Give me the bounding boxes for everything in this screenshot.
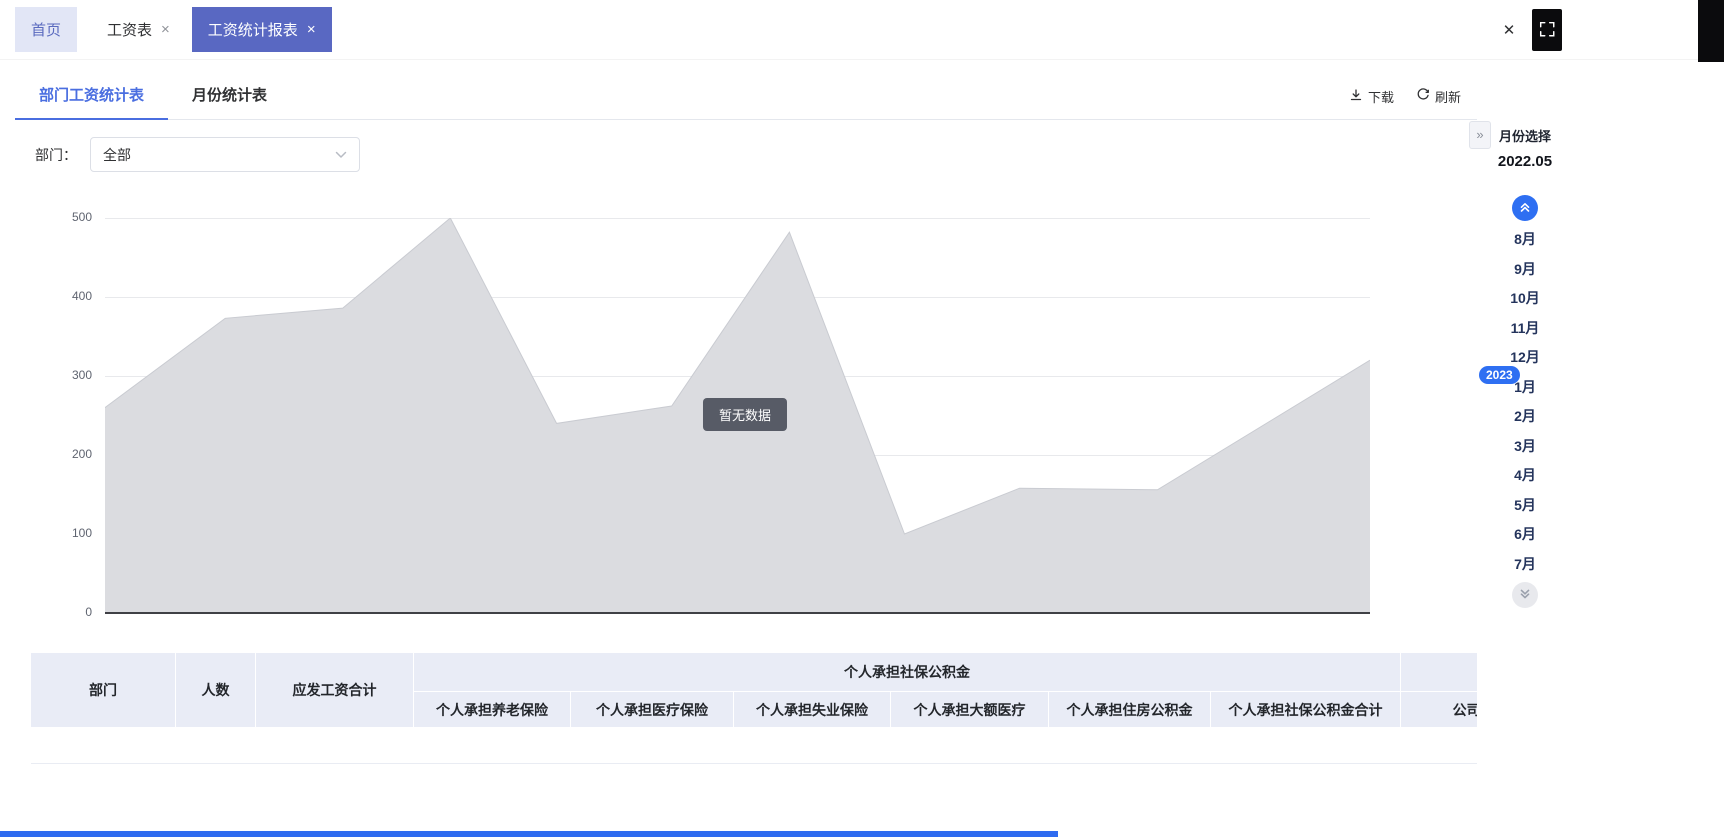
department-select-value: 全部: [103, 146, 131, 163]
report-subtabs: 部门工资统计表 月份统计表 下载 刷新: [15, 74, 1477, 120]
screen-corner-dark: [1698, 0, 1724, 62]
scroll-months-up-button[interactable]: [1512, 195, 1538, 221]
chart-toolbar: 下载 刷新: [1349, 74, 1477, 119]
y-tick-label: 500: [71, 210, 92, 224]
month-list: 8月 9月 10月 11月 12月 1月 2月 3月 4月 5月 6月 7月: [1491, 225, 1559, 579]
scroll-months-down-button[interactable]: [1512, 582, 1538, 608]
tab-department-stats[interactable]: 部门工资统计表: [15, 74, 169, 120]
y-tick-label: 100: [71, 526, 92, 540]
y-tick-label: 0: [85, 605, 92, 619]
tab-home[interactable]: 首页: [15, 7, 78, 52]
tab-month-stats[interactable]: 月份统计表: [192, 87, 268, 104]
y-tick-label: 400: [71, 289, 92, 303]
col-personal-medical: 个人承担医疗保险: [570, 691, 734, 728]
tagbar-actions: ✕: [1496, 0, 1562, 60]
y-tick-label: 300: [71, 368, 92, 382]
gridline: [105, 297, 1370, 298]
col-gross-pay-total: 应发工资合计: [255, 652, 414, 728]
refresh-icon: [1416, 88, 1430, 105]
month-item-10[interactable]: 10月: [1510, 290, 1540, 306]
month-item-1[interactable]: 1月: [1514, 378, 1536, 395]
month-item-12[interactable]: 12月: [1510, 349, 1540, 365]
selected-month: 2022.05: [1497, 153, 1553, 170]
col-personal-major-medical: 个人承担大额医疗: [890, 691, 1049, 728]
col-company-clipped: 公司承担: [1400, 691, 1477, 728]
table-empty-row: [30, 727, 1477, 764]
download-label: 下载: [1367, 90, 1394, 105]
department-filter-label: 部门：: [35, 146, 77, 163]
tab-payroll[interactable]: 工资表 ×: [91, 7, 186, 52]
month-item-9[interactable]: 9月: [1514, 260, 1536, 277]
close-tab-icon[interactable]: ×: [161, 21, 170, 38]
y-tick-label: 200: [71, 447, 92, 461]
double-chevron-up-icon: [1518, 200, 1532, 217]
col-group-personal: 个人承担社保公积金: [412, 652, 1402, 692]
year-badge: 2023: [1479, 366, 1520, 384]
tab-payroll-report-label: 工资统计报表: [207, 22, 298, 39]
tab-payroll-label: 工资表: [107, 22, 153, 39]
fullscreen-icon: [1538, 20, 1556, 41]
collapse-panel-button[interactable]: »: [1469, 121, 1491, 149]
close-tab-icon[interactable]: ×: [306, 21, 316, 38]
tag-bar: 首页 工资表 × 工资统计报表 × ✕: [0, 0, 1724, 62]
tab-payroll-report[interactable]: 工资统计报表 ×: [191, 7, 332, 52]
col-personal-pension: 个人承担养老保险: [413, 691, 571, 728]
month-item-6[interactable]: 6月: [1514, 526, 1536, 542]
no-data-badge: 暂无数据: [702, 398, 788, 431]
horizontal-scrollbar[interactable]: [0, 831, 1058, 837]
month-item-11[interactable]: 11月: [1510, 319, 1540, 336]
x-axis-line: [105, 612, 1370, 614]
summary-table: 部门 人数 应发工资合计 个人承担社保公积金 个人承担养老保险 个人承担医疗保险…: [30, 652, 1477, 764]
chevron-down-icon: [335, 146, 347, 164]
col-group-company: [1400, 652, 1477, 692]
download-button[interactable]: 下载: [1349, 87, 1394, 106]
col-personal-total: 个人承担社保公积金合计: [1209, 691, 1402, 728]
col-personal-unemployment: 个人承担失业保险: [733, 691, 891, 728]
download-icon: [1349, 88, 1363, 105]
month-item-5[interactable]: 5月: [1514, 496, 1536, 513]
month-item-3[interactable]: 3月: [1514, 437, 1536, 454]
summary-table-container: 部门 人数 应发工资合计 个人承担社保公积金 个人承担养老保险 个人承担医疗保险…: [30, 652, 1477, 764]
double-chevron-down-icon: [1518, 587, 1532, 604]
gridline: [105, 218, 1370, 219]
department-select[interactable]: 全部: [90, 137, 360, 172]
col-department: 部门: [30, 652, 176, 728]
refresh-button[interactable]: 刷新: [1416, 87, 1461, 106]
month-panel-title: 月份选择: [1498, 129, 1551, 144]
filter-row: 部门： 全部: [35, 137, 360, 172]
salary-chart: 暂无数据 0 100 200 300 400 500: [30, 196, 1380, 626]
month-item-7[interactable]: 7月: [1514, 555, 1536, 572]
month-item-4[interactable]: 4月: [1514, 467, 1536, 483]
month-item-8[interactable]: 8月: [1514, 231, 1536, 247]
col-headcount: 人数: [175, 652, 256, 728]
fullscreen-button[interactable]: [1532, 9, 1562, 51]
month-item-2[interactable]: 2月: [1514, 408, 1536, 424]
refresh-label: 刷新: [1434, 90, 1461, 105]
col-personal-housing-fund: 个人承担住房公积金: [1048, 691, 1211, 728]
close-all-tabs-button[interactable]: ✕: [1496, 17, 1522, 43]
